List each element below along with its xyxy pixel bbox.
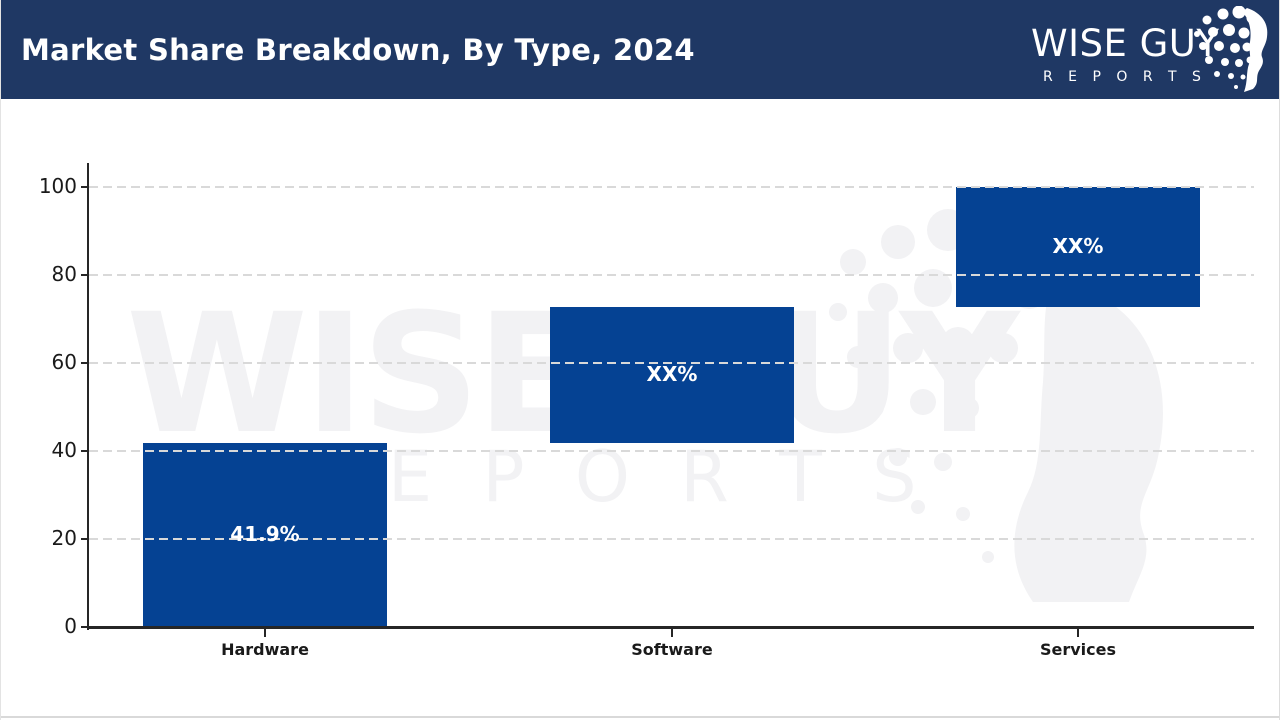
- y-tick-label: 20: [51, 526, 77, 550]
- bar-value-label: XX%: [646, 361, 698, 386]
- x-axis-line: [87, 626, 1254, 629]
- bar-value-label: 41.9%: [230, 521, 300, 546]
- bar-value-label: XX%: [1052, 234, 1104, 259]
- x-tick-label-software: Software: [631, 640, 713, 659]
- bottom-divider: [1, 716, 1279, 718]
- gridline-y20: [89, 538, 1254, 540]
- wise-guy-logo-icon: WISE GUY R E P O R T S: [1031, 5, 1268, 92]
- y-axis-line: [87, 163, 89, 630]
- x-tick-label-hardware: Hardware: [221, 640, 309, 659]
- logo-wordmark: WISE GUY: [1031, 22, 1219, 65]
- gridline-y80: [89, 274, 1254, 276]
- y-tickmark: [81, 626, 89, 628]
- bar-software: [550, 307, 794, 443]
- gridline-y100: [89, 186, 1254, 188]
- x-tickmark: [264, 629, 266, 637]
- y-tick-label: 60: [51, 350, 77, 374]
- logo-face-dots-icon: [1194, 5, 1268, 92]
- bar-hardware: [143, 442, 387, 627]
- y-tick-label: 100: [38, 174, 77, 198]
- y-tick-label: 0: [64, 614, 77, 638]
- x-tickmark: [1077, 629, 1079, 637]
- brand-logo: WISE GUY R E P O R T S: [993, 5, 1271, 94]
- y-tickmark: [81, 538, 89, 540]
- y-tickmark: [81, 362, 89, 364]
- y-tickmark: [81, 450, 89, 452]
- x-tickmark: [671, 629, 673, 637]
- gridline-y60: [89, 362, 1254, 364]
- gridline-y40: [89, 450, 1254, 452]
- bar-services: [956, 187, 1200, 308]
- y-tick-label: 80: [51, 262, 77, 286]
- page-title: Market Share Breakdown, By Type, 2024: [21, 32, 695, 67]
- watermark-subtitle: R E P O R T S: [289, 436, 931, 518]
- y-tick-label: 40: [51, 438, 77, 462]
- y-tickmark: [81, 186, 89, 188]
- x-tick-label-services: Services: [1039, 640, 1117, 659]
- logo-subtitle: R E P O R T S: [1043, 69, 1206, 85]
- y-tickmark: [81, 274, 89, 276]
- header-band: Market Share Breakdown, By Type, 2024 WI…: [1, 0, 1279, 99]
